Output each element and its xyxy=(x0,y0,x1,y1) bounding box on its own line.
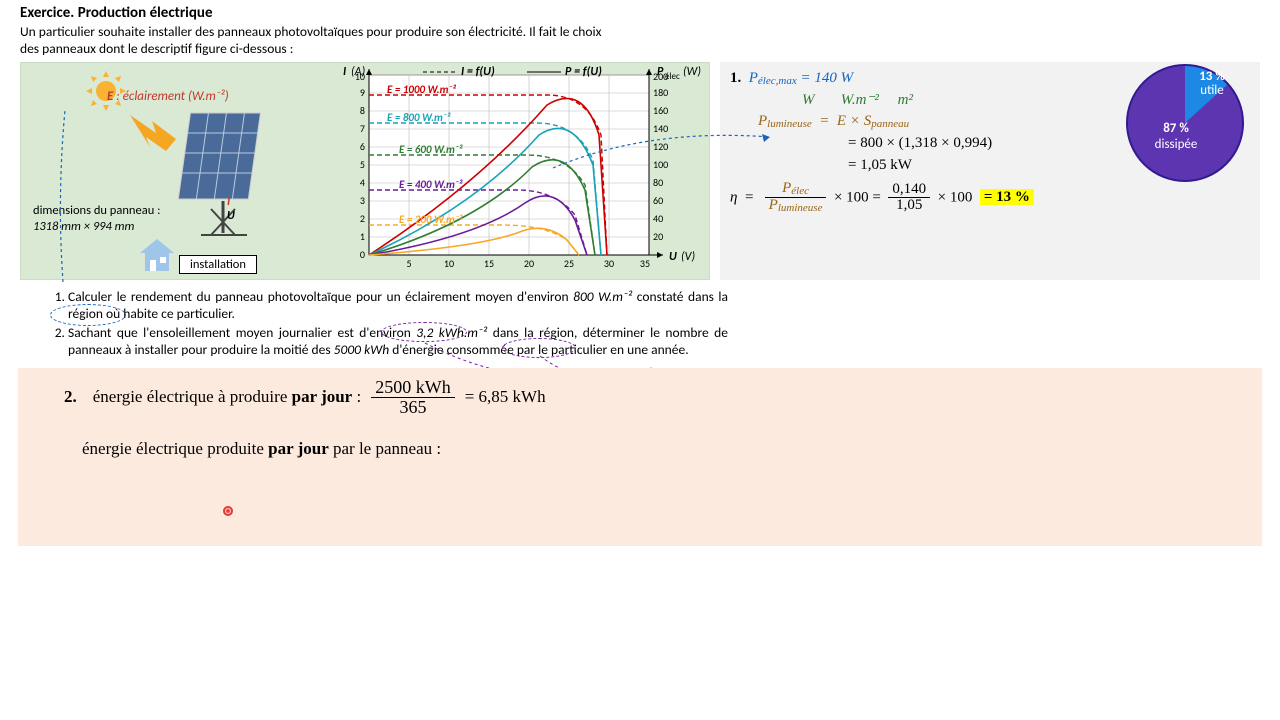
svg-text:E = 400 W.m⁻²: E = 400 W.m⁻² xyxy=(399,178,463,191)
svg-text:4: 4 xyxy=(360,176,365,189)
svg-text:6: 6 xyxy=(360,140,365,153)
svg-text:E = 1000 W.m⁻²: E = 1000 W.m⁻² xyxy=(387,83,456,96)
exercise-title: Exercice. Production électrique xyxy=(20,4,1260,22)
svg-text:E = 600 W.m⁻²: E = 600 W.m⁻² xyxy=(399,143,463,156)
questions: Calculer le rendement du panneau photovo… xyxy=(0,280,1280,364)
svg-text:40: 40 xyxy=(653,212,663,225)
installation-label: installation xyxy=(179,255,257,274)
svg-text:80: 80 xyxy=(653,176,663,189)
svg-text:(W): (W) xyxy=(683,65,701,79)
svg-text:180: 180 xyxy=(653,86,668,99)
eclairement-label: E : éclairement (W.m⁻²) xyxy=(107,89,229,104)
svg-text:8: 8 xyxy=(360,104,365,117)
annot-arrow-2 xyxy=(55,106,75,286)
svg-text:7: 7 xyxy=(360,122,365,135)
dimensions-text: dimensions du panneau : 1318 mm × 994 mm xyxy=(33,203,160,236)
svg-text:160: 160 xyxy=(653,104,668,117)
laser-pointer-icon xyxy=(223,506,233,516)
svg-text:3: 3 xyxy=(360,194,365,207)
intro: Un particulier souhaite installer des pa… xyxy=(0,24,1280,62)
efficiency-pie: 13 % utile 87 % dissipée xyxy=(1120,58,1250,188)
svg-text:15: 15 xyxy=(484,257,494,270)
iu-label: I U xyxy=(227,195,235,223)
svg-text:2: 2 xyxy=(360,212,365,225)
header: Exercice. Production électrique xyxy=(0,0,1280,24)
svg-text:9: 9 xyxy=(360,86,365,99)
svg-text:1: 1 xyxy=(360,230,365,243)
svg-text:200: 200 xyxy=(653,70,668,83)
house-icon xyxy=(136,235,178,273)
svg-text:P = f(U): P = f(U) xyxy=(565,65,602,79)
svg-text:I: I xyxy=(343,65,346,79)
svg-text:dissipée: dissipée xyxy=(1155,137,1198,152)
svg-text:U: U xyxy=(669,250,677,264)
svg-text:(V): (V) xyxy=(681,250,695,264)
svg-text:5: 5 xyxy=(360,158,365,171)
svg-text:10: 10 xyxy=(355,70,365,83)
svg-text:87 %: 87 % xyxy=(1163,121,1189,136)
calculation-box: 1. Pélec,max = 140 W W W.m⁻² m² Plumineu… xyxy=(720,62,1260,280)
svg-text:I = f(U): I = f(U) xyxy=(461,65,495,79)
svg-text:utile: utile xyxy=(1200,83,1224,98)
svg-text:E = 200 W.m⁻²: E = 200 W.m⁻² xyxy=(399,213,463,226)
question-1: Calculer le rendement du panneau photovo… xyxy=(68,288,728,322)
svg-text:0: 0 xyxy=(360,248,365,261)
svg-text:13 %: 13 % xyxy=(1199,69,1225,84)
answer-2: 2. énergie électrique à produire par jou… xyxy=(18,368,1262,546)
svg-text:20: 20 xyxy=(653,230,663,243)
annot-arrow-1 xyxy=(548,133,778,173)
svg-text:5: 5 xyxy=(406,257,411,270)
svg-text:20: 20 xyxy=(524,257,534,270)
svg-text:60: 60 xyxy=(653,194,663,207)
svg-text:30: 30 xyxy=(604,257,614,270)
svg-text:35: 35 xyxy=(640,257,650,270)
svg-text:10: 10 xyxy=(444,257,454,270)
svg-text:E = 800 W.m⁻²: E = 800 W.m⁻² xyxy=(387,111,451,124)
svg-text:25: 25 xyxy=(564,257,574,270)
ring-800 xyxy=(50,304,126,326)
